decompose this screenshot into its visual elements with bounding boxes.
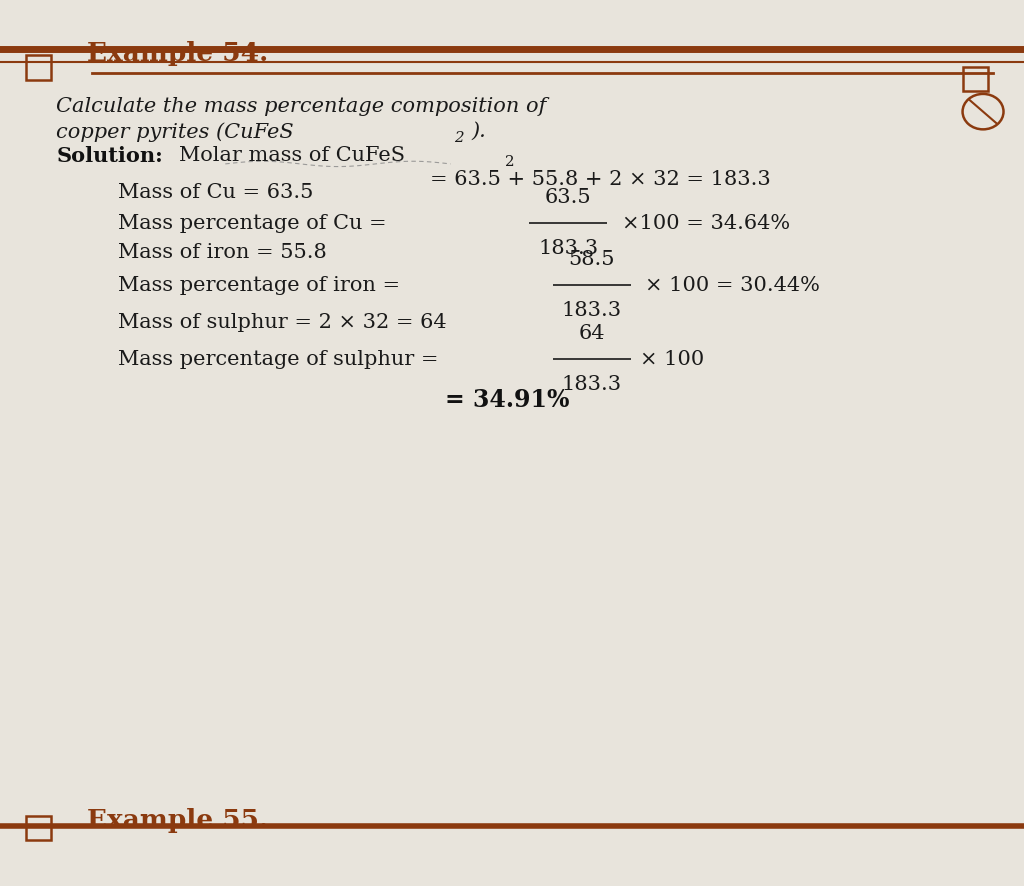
- Text: 63.5: 63.5: [545, 189, 592, 207]
- Text: Molar mass of CuFeS: Molar mass of CuFeS: [179, 146, 406, 165]
- Text: Mass percentage of sulphur =: Mass percentage of sulphur =: [118, 350, 444, 369]
- Text: 2: 2: [505, 155, 514, 169]
- Text: × 100: × 100: [640, 350, 705, 369]
- Text: ).: ).: [471, 122, 485, 141]
- Text: × 100 = 30.44%: × 100 = 30.44%: [645, 276, 820, 295]
- Text: Mass of iron = 55.8: Mass of iron = 55.8: [118, 243, 327, 261]
- Text: ×100 = 34.64%: ×100 = 34.64%: [622, 214, 790, 233]
- Text: 183.3: 183.3: [539, 239, 598, 258]
- Text: Mass of sulphur = 2 × 32 = 64: Mass of sulphur = 2 × 32 = 64: [118, 313, 446, 331]
- Bar: [26, 56, 51, 80]
- Text: 64: 64: [579, 324, 605, 343]
- Text: copper pyrites (CuFeS: copper pyrites (CuFeS: [56, 122, 294, 142]
- Text: Example 55.: Example 55.: [87, 808, 268, 833]
- Text: Mass percentage of iron =: Mass percentage of iron =: [118, 276, 407, 295]
- Text: Solution:: Solution:: [56, 146, 163, 167]
- Text: 183.3: 183.3: [562, 301, 622, 320]
- Text: = 34.91%: = 34.91%: [445, 388, 570, 412]
- Text: = 63.5 + 55.8 + 2 × 32 = 183.3: = 63.5 + 55.8 + 2 × 32 = 183.3: [430, 170, 771, 189]
- Text: Calculate the mass percentage composition of: Calculate the mass percentage compositio…: [56, 97, 547, 116]
- Text: 2: 2: [454, 131, 463, 145]
- Bar: [963, 67, 988, 91]
- Text: Example 54.: Example 54.: [87, 42, 268, 66]
- Text: 58.5: 58.5: [568, 251, 615, 269]
- Text: 183.3: 183.3: [562, 375, 622, 393]
- Text: Mass of Cu = 63.5: Mass of Cu = 63.5: [118, 183, 313, 202]
- Bar: [26, 815, 51, 840]
- Text: Mass percentage of Cu =: Mass percentage of Cu =: [118, 214, 393, 233]
